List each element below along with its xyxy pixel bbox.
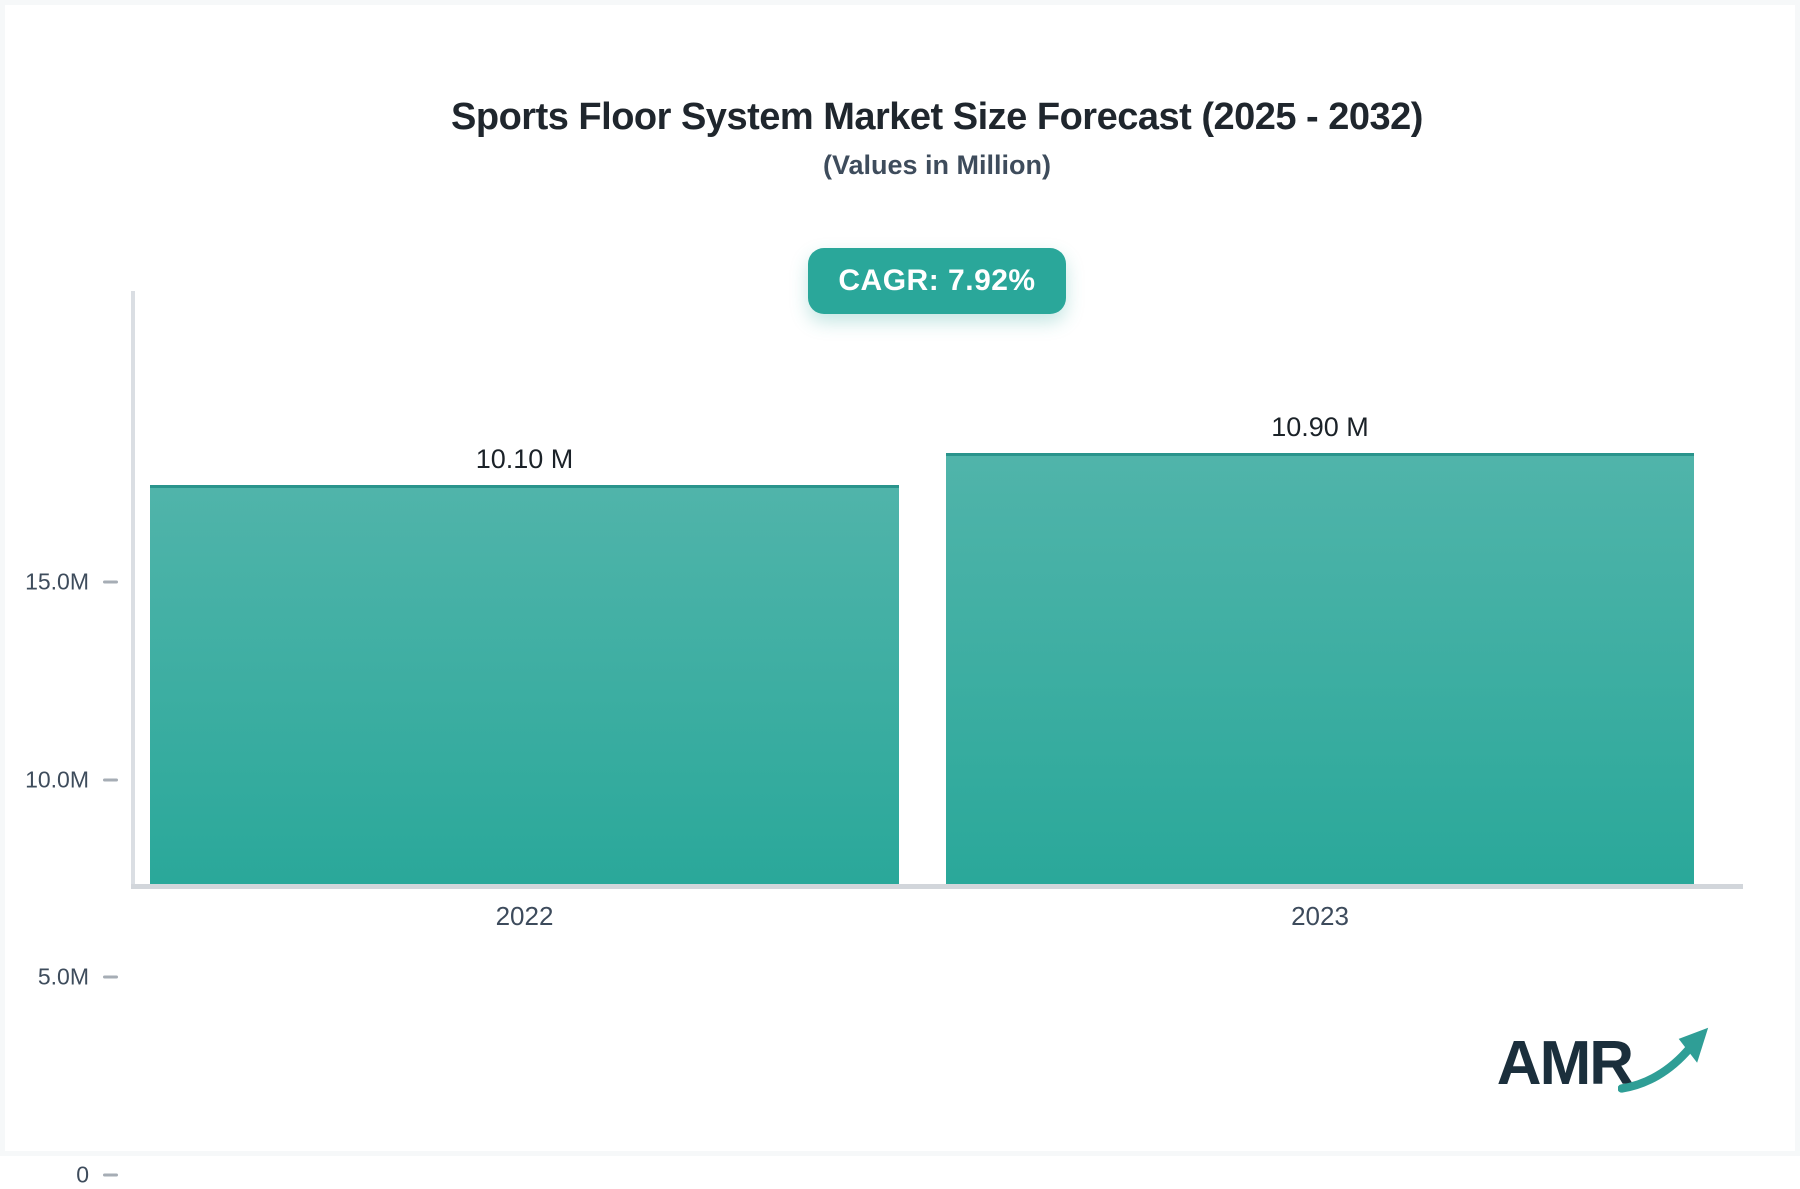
- y-tick: 5.0M: [38, 964, 131, 991]
- growth-arrow-icon: [1618, 1024, 1710, 1096]
- y-tick-label: 5.0M: [38, 964, 89, 991]
- y-tick-label: 0: [76, 1162, 89, 1189]
- y-tick-dash: [103, 976, 118, 979]
- plot-area: 15.0M 10.0M 5.0M 0 10.10 M 10.90 M 2022 …: [131, 291, 1743, 884]
- y-tick-label: 10.0M: [25, 766, 89, 793]
- y-tick-label: 15.0M: [25, 569, 89, 596]
- y-tick: 10.0M: [25, 766, 131, 793]
- y-tick-dash: [103, 581, 118, 584]
- bar-value-label: 10.90 M: [946, 412, 1694, 443]
- y-tick: 15.0M: [25, 569, 131, 596]
- chart-title: Sports Floor System Market Size Forecast…: [131, 95, 1743, 141]
- y-tick-dash: [103, 778, 118, 781]
- bar-2023: 10.90 M: [946, 453, 1694, 884]
- chart-header: Sports Floor System Market Size Forecast…: [131, 95, 1743, 314]
- y-axis: 15.0M 10.0M 5.0M 0: [0, 582, 131, 1175]
- y-tick: 0: [76, 1162, 131, 1189]
- chart-subtitle: (Values in Million): [131, 149, 1743, 183]
- x-axis-label-2022: 2022: [150, 901, 899, 932]
- bar-2022: 10.10 M: [150, 485, 899, 884]
- y-axis-line: [131, 291, 135, 884]
- x-axis-label-2023: 2023: [946, 901, 1694, 932]
- amr-logo-text: AMR: [1497, 1028, 1632, 1099]
- y-tick-dash: [103, 1174, 118, 1177]
- amr-logo: AMR: [1497, 1028, 1710, 1099]
- bar-value-label: 10.10 M: [150, 444, 899, 475]
- x-axis-line: [131, 884, 1743, 889]
